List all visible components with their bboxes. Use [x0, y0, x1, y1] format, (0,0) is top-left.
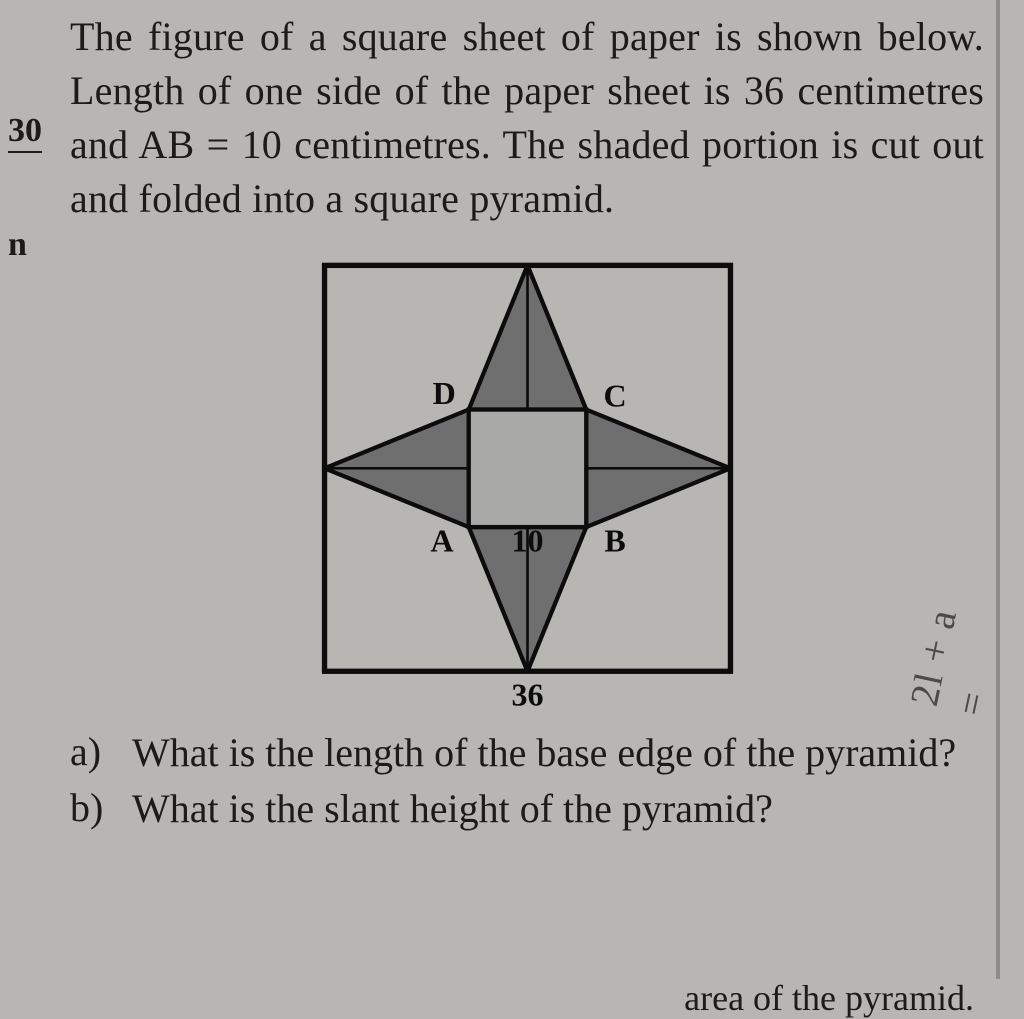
label-a: A: [430, 523, 453, 559]
question-a: a) What is the length of the base edge o…: [70, 728, 984, 778]
question-b-text: What is the slant height of the pyramid?: [132, 784, 984, 834]
label-ab-value: 10: [511, 523, 543, 559]
label-outer-value: 36: [511, 676, 543, 712]
question-b-label: b): [70, 784, 132, 831]
cutoff-next-line: area of the pyramid.: [684, 977, 974, 1019]
page-edge-shadow: [996, 0, 1000, 979]
questions-block: a) What is the length of the base edge o…: [70, 728, 984, 834]
figure-container: D C A B 10 36: [70, 244, 984, 714]
question-a-label: a): [70, 728, 132, 775]
margin-letter: n: [8, 226, 27, 264]
question-b: b) What is the slant height of the pyram…: [70, 784, 984, 834]
margin-question-number: 30: [8, 112, 42, 153]
label-b: B: [604, 523, 625, 559]
label-d: D: [432, 375, 455, 411]
inner-square: [468, 410, 586, 528]
page: 30 n The figure of a square sheet of pap…: [0, 0, 1024, 1019]
pyramid-net-diagram: D C A B 10 36: [300, 244, 755, 714]
label-c: C: [603, 377, 626, 413]
problem-statement: The figure of a square sheet of paper is…: [70, 10, 984, 226]
question-a-text: What is the length of the base edge of t…: [132, 728, 984, 778]
